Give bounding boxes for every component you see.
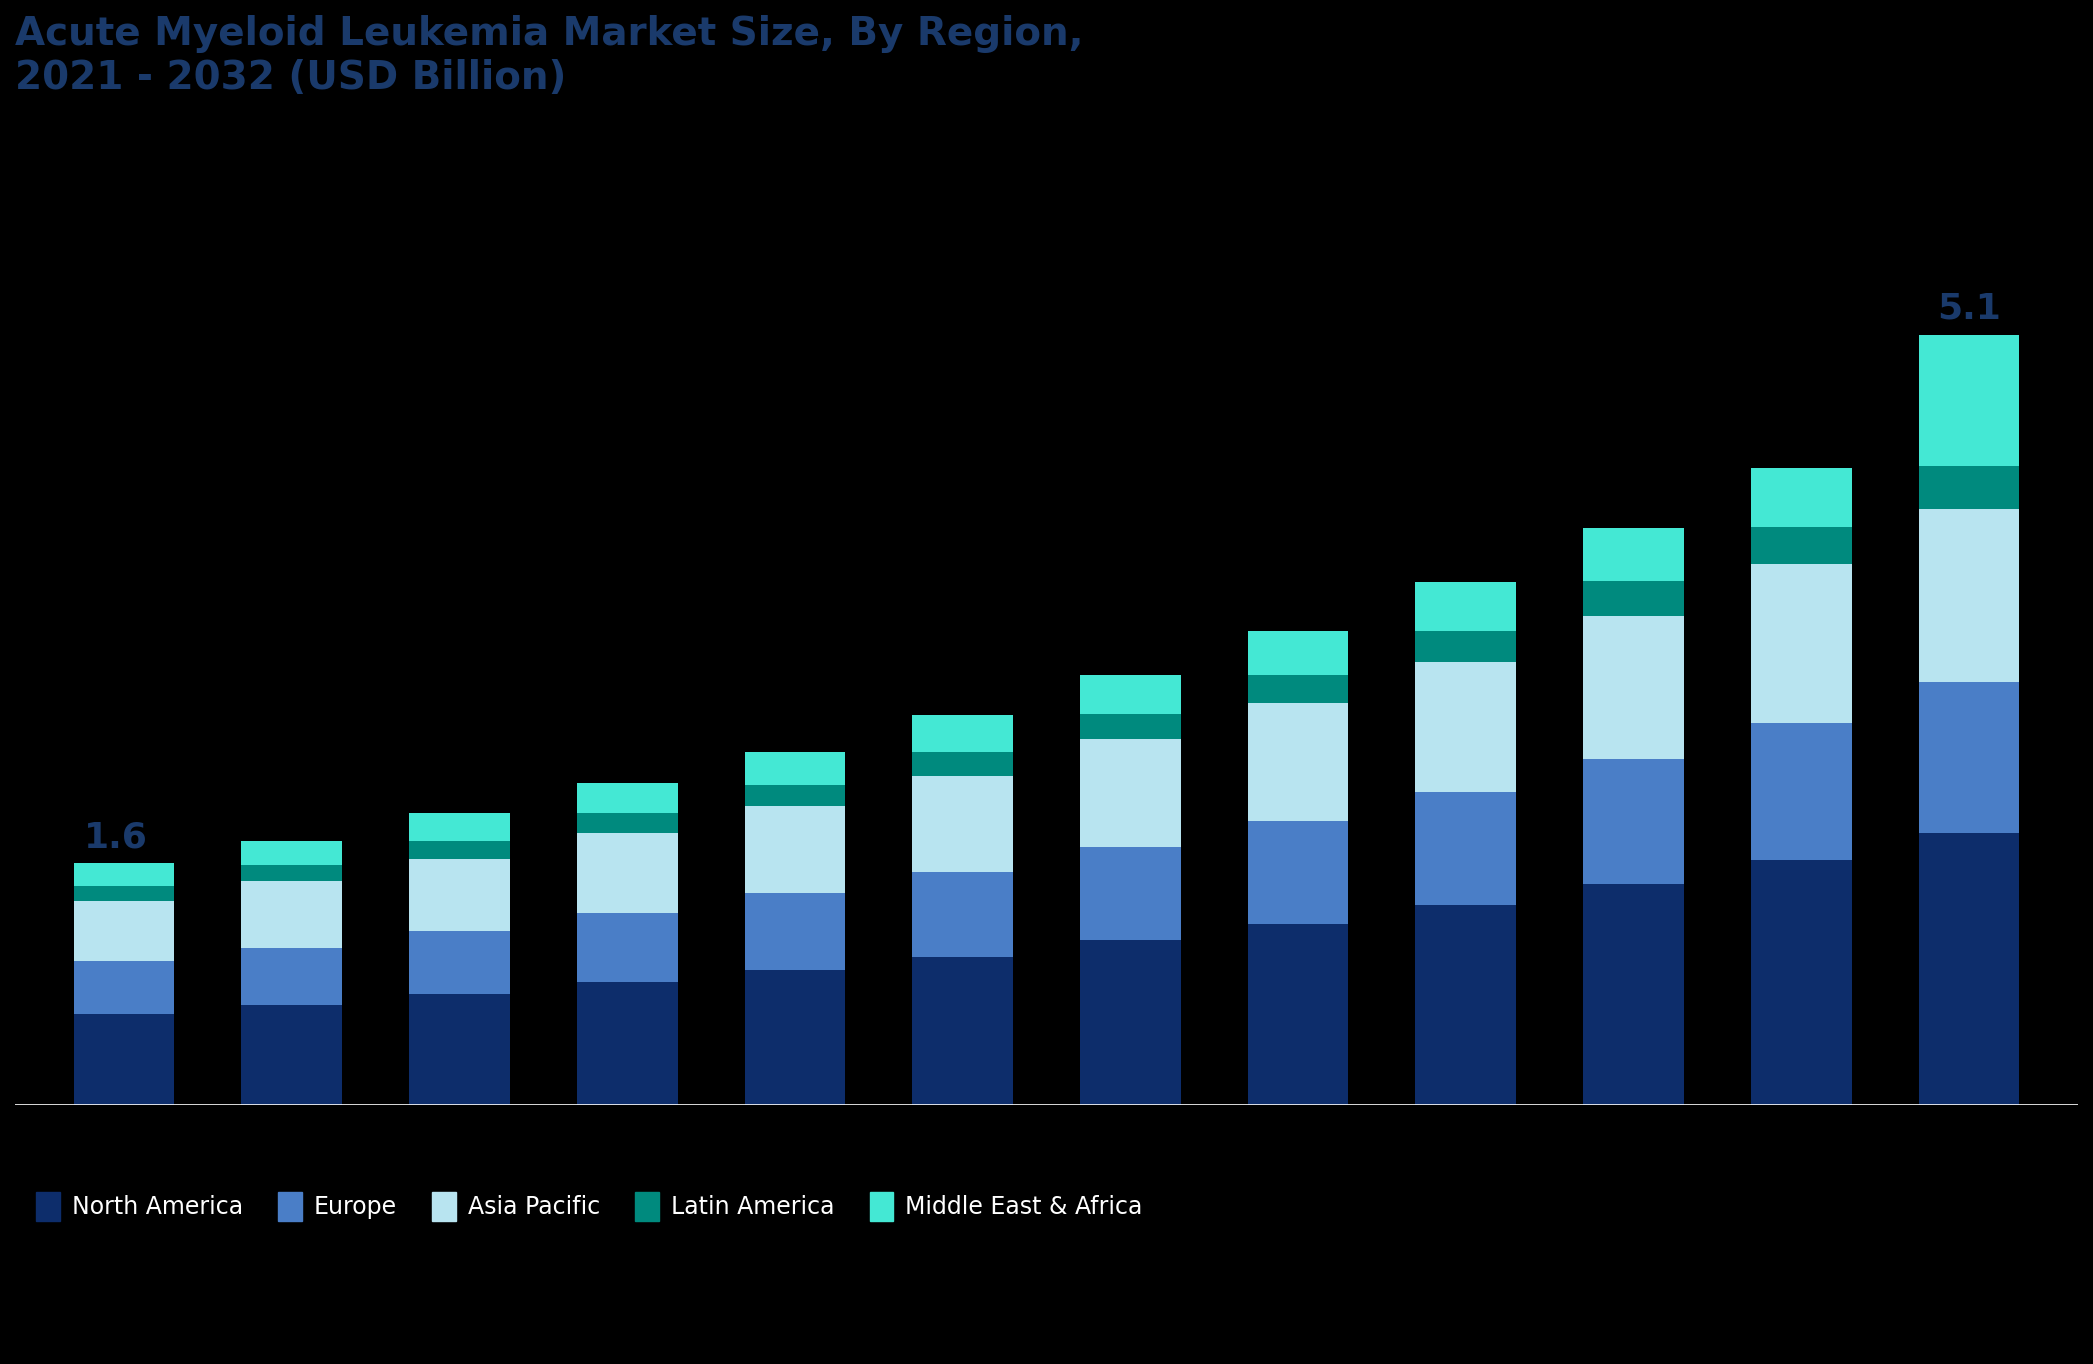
Bar — [745, 806, 846, 893]
Bar — [1919, 466, 2020, 509]
Bar — [1582, 758, 1685, 884]
Bar — [73, 962, 174, 1013]
Bar — [1919, 833, 2020, 1105]
Text: 5.1: 5.1 — [1936, 292, 2001, 326]
Bar — [1080, 713, 1180, 739]
Bar — [1582, 581, 1685, 615]
Bar — [1919, 509, 2020, 682]
Bar — [1582, 884, 1685, 1105]
Bar — [1080, 847, 1180, 940]
Bar — [1752, 861, 1852, 1105]
Bar — [408, 994, 511, 1105]
Bar — [1247, 675, 1348, 704]
Bar — [1247, 630, 1348, 675]
Bar — [1919, 336, 2020, 466]
Bar — [913, 872, 1013, 956]
Bar — [913, 752, 1013, 776]
Text: 1.6: 1.6 — [84, 820, 149, 854]
Bar — [1080, 739, 1180, 847]
Bar — [578, 783, 678, 813]
Bar — [1415, 663, 1515, 792]
Bar — [73, 1013, 174, 1105]
Bar — [913, 715, 1013, 752]
Bar — [578, 813, 678, 833]
Bar — [1752, 565, 1852, 723]
Bar — [1247, 923, 1348, 1105]
Bar — [408, 859, 511, 932]
Bar — [241, 840, 341, 865]
Bar — [578, 833, 678, 913]
Bar — [1080, 940, 1180, 1105]
Bar — [1080, 675, 1180, 713]
Legend: North America, Europe, Asia Pacific, Latin America, Middle East & Africa: North America, Europe, Asia Pacific, Lat… — [27, 1183, 1151, 1230]
Bar — [1582, 528, 1685, 581]
Bar — [578, 982, 678, 1105]
Bar — [73, 900, 174, 962]
Bar — [1919, 682, 2020, 833]
Bar — [1752, 527, 1852, 565]
Bar — [241, 948, 341, 1005]
Bar — [241, 881, 341, 948]
Bar — [1247, 821, 1348, 923]
Bar — [578, 913, 678, 982]
Bar — [241, 865, 341, 881]
Bar — [913, 956, 1013, 1105]
Bar — [408, 932, 511, 994]
Bar — [745, 784, 846, 806]
Bar — [1415, 906, 1515, 1105]
Bar — [913, 776, 1013, 872]
Bar — [1582, 615, 1685, 758]
Text: Acute Myeloid Leukemia Market Size, By Region,
2021 - 2032 (USD Billion): Acute Myeloid Leukemia Market Size, By R… — [15, 15, 1084, 97]
Bar — [1415, 630, 1515, 663]
Bar — [408, 813, 511, 840]
Bar — [408, 840, 511, 859]
Bar — [1415, 792, 1515, 906]
Bar — [73, 885, 174, 900]
Bar — [745, 970, 846, 1105]
Bar — [1752, 468, 1852, 527]
Bar — [745, 752, 846, 784]
Bar — [241, 1005, 341, 1105]
Bar — [1415, 582, 1515, 630]
Bar — [1247, 704, 1348, 821]
Bar — [73, 863, 174, 885]
Bar — [745, 893, 846, 970]
Bar — [1752, 723, 1852, 861]
